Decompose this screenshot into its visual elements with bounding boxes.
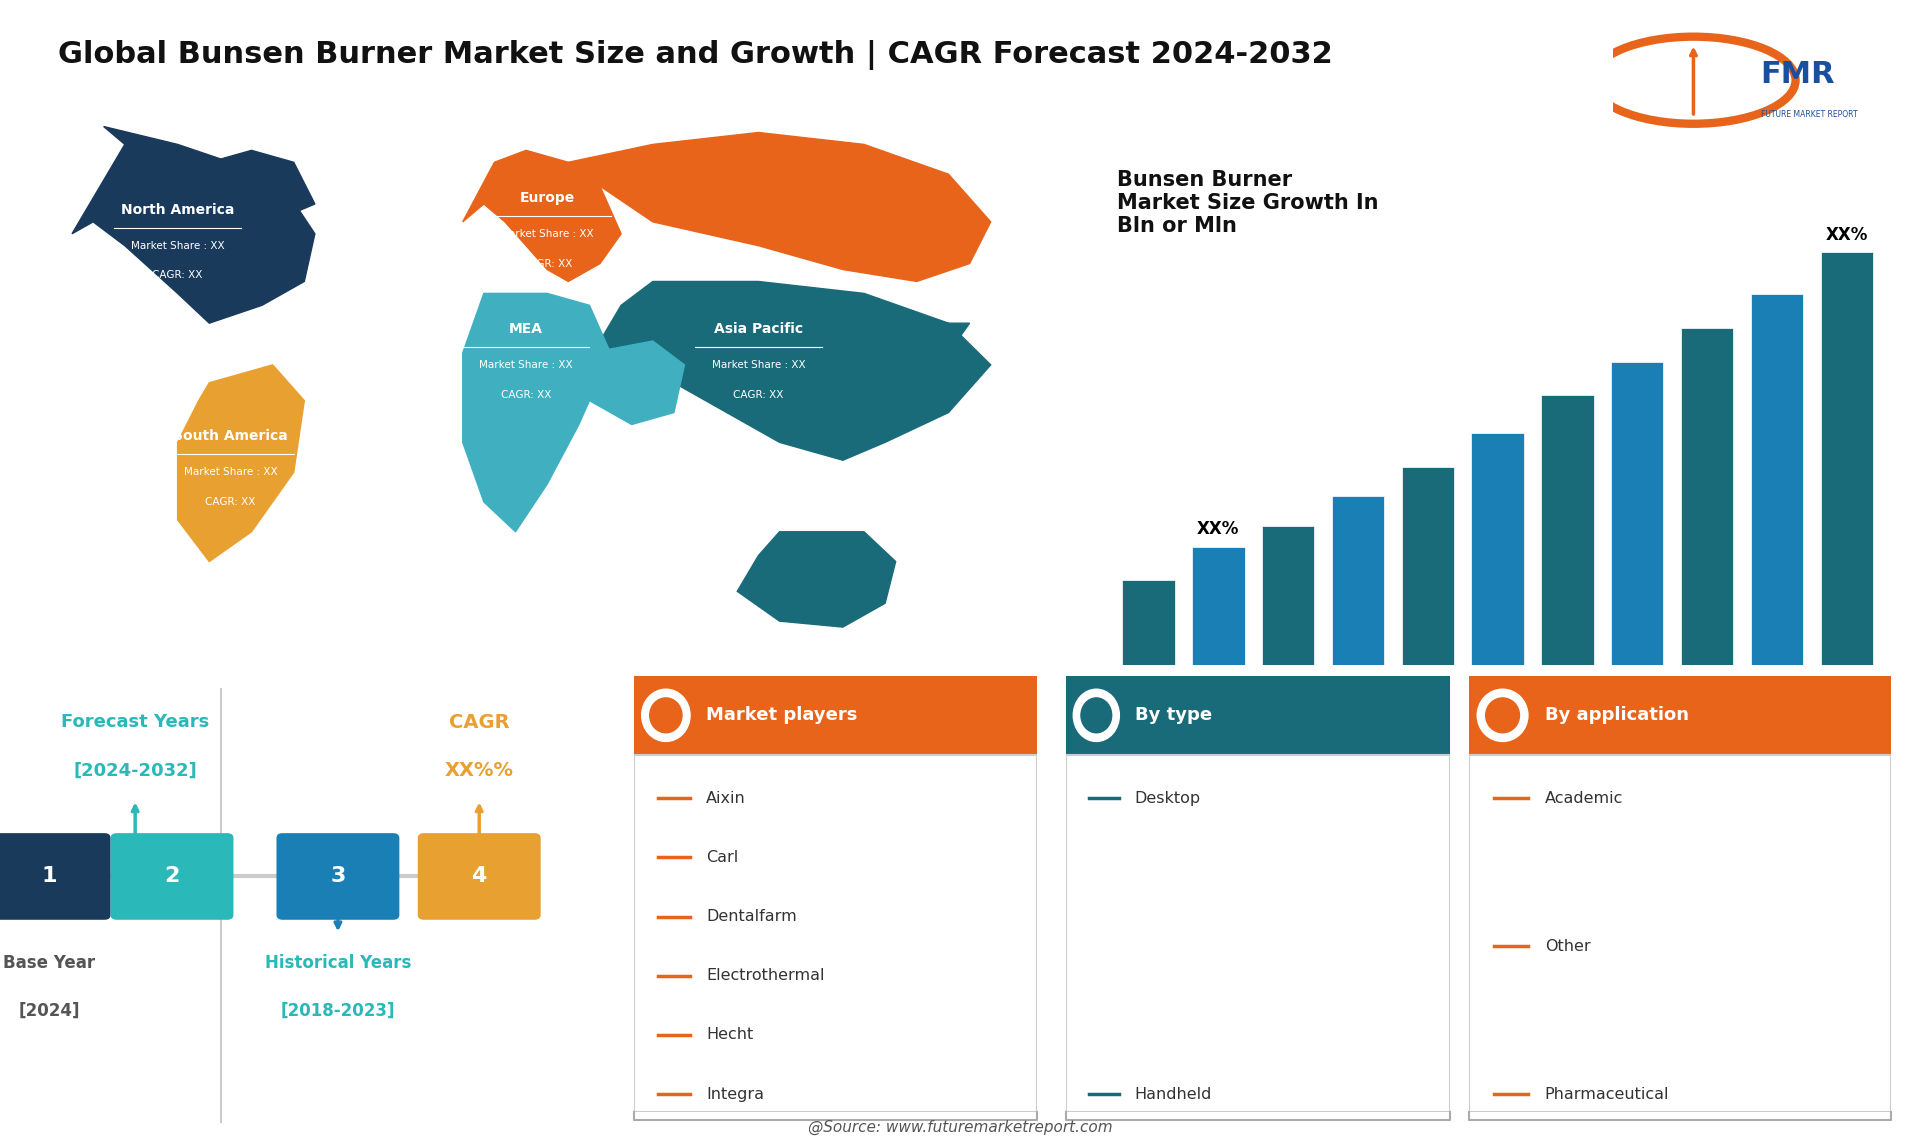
- Text: CAGR: CAGR: [449, 713, 509, 732]
- FancyBboxPatch shape: [111, 833, 234, 920]
- Text: Other: Other: [1546, 939, 1590, 953]
- Polygon shape: [200, 150, 315, 222]
- Text: [2018-2023]: [2018-2023]: [280, 1003, 396, 1020]
- Circle shape: [649, 698, 682, 732]
- FancyBboxPatch shape: [276, 833, 399, 920]
- Text: 2028: 2028: [1548, 685, 1586, 700]
- Text: Europe: Europe: [520, 191, 574, 205]
- Text: Asia Pacific: Asia Pacific: [714, 322, 803, 336]
- Circle shape: [1476, 689, 1528, 741]
- Text: CAGR: XX: CAGR: XX: [501, 390, 551, 400]
- Text: Handheld: Handheld: [1135, 1086, 1212, 1101]
- Text: Bunsen Burner
Market Size Growth In
Bln or Mln: Bunsen Burner Market Size Growth In Bln …: [1117, 170, 1379, 236]
- Bar: [1332, 496, 1384, 665]
- Text: 4: 4: [472, 866, 488, 887]
- Text: Market Share : XX: Market Share : XX: [131, 241, 225, 251]
- FancyBboxPatch shape: [1469, 754, 1891, 1112]
- Text: 2030: 2030: [1688, 685, 1726, 700]
- Bar: [1542, 395, 1594, 665]
- Text: 2022: 2022: [1129, 685, 1167, 700]
- Text: 2027: 2027: [1478, 685, 1517, 700]
- FancyBboxPatch shape: [634, 754, 1037, 1112]
- FancyBboxPatch shape: [630, 672, 1041, 759]
- Text: Market Share : XX: Market Share : XX: [184, 468, 276, 477]
- Text: Hecht: Hecht: [707, 1028, 753, 1043]
- Bar: [1820, 252, 1872, 665]
- Circle shape: [1073, 689, 1119, 741]
- Polygon shape: [568, 133, 991, 282]
- Text: Historical Years: Historical Years: [265, 955, 411, 972]
- Text: 2023: 2023: [1198, 685, 1238, 700]
- Bar: [1402, 466, 1453, 665]
- Text: FMR: FMR: [1761, 60, 1836, 89]
- Polygon shape: [927, 323, 970, 353]
- Text: Academic: Academic: [1546, 791, 1622, 806]
- Polygon shape: [601, 282, 991, 461]
- Text: South America: South America: [173, 430, 288, 444]
- Text: Global Bunsen Burner Market Size and Growth | CAGR Forecast 2024-2032: Global Bunsen Burner Market Size and Gro…: [58, 40, 1332, 70]
- Text: Dentalfarm: Dentalfarm: [707, 909, 797, 924]
- Text: Desktop: Desktop: [1135, 791, 1200, 806]
- Text: 2032: 2032: [1828, 685, 1866, 700]
- FancyBboxPatch shape: [1465, 672, 1895, 759]
- Text: MEA: MEA: [509, 322, 543, 336]
- Text: @Source: www.futuremarketreport.com: @Source: www.futuremarketreport.com: [808, 1120, 1112, 1135]
- Text: XX%%: XX%%: [445, 761, 515, 780]
- Text: 3: 3: [330, 866, 346, 887]
- Text: Market Share : XX: Market Share : XX: [712, 360, 804, 370]
- Polygon shape: [177, 364, 303, 562]
- FancyBboxPatch shape: [1066, 754, 1450, 1112]
- Text: By type: By type: [1135, 706, 1212, 724]
- FancyBboxPatch shape: [1062, 672, 1453, 759]
- Polygon shape: [73, 126, 315, 323]
- FancyBboxPatch shape: [0, 833, 111, 920]
- Bar: [1471, 433, 1524, 665]
- Text: North America: North America: [121, 203, 234, 217]
- Text: FUTURE MARKET REPORT: FUTURE MARKET REPORT: [1761, 110, 1857, 119]
- Text: CAGR: XX: CAGR: XX: [205, 497, 255, 507]
- Text: 2024: 2024: [1269, 685, 1308, 700]
- Text: Forecast Years: Forecast Years: [61, 714, 209, 731]
- Text: Integra: Integra: [707, 1086, 764, 1101]
- Text: CAGR: XX: CAGR: XX: [733, 390, 783, 400]
- Polygon shape: [463, 150, 622, 282]
- Text: CAGR: XX: CAGR: XX: [522, 259, 572, 268]
- Text: Aixin: Aixin: [707, 791, 747, 806]
- Text: 2029: 2029: [1619, 685, 1657, 700]
- Bar: [1261, 526, 1315, 665]
- Text: Base Year: Base Year: [4, 955, 96, 972]
- Bar: [1751, 295, 1803, 665]
- Text: Market players: Market players: [707, 706, 858, 724]
- Text: XX%: XX%: [1198, 520, 1240, 539]
- Bar: [1680, 328, 1734, 665]
- Polygon shape: [737, 532, 895, 627]
- Circle shape: [1486, 698, 1519, 732]
- Circle shape: [641, 689, 689, 741]
- Text: Market Share : XX: Market Share : XX: [501, 229, 593, 238]
- Text: [2024-2032]: [2024-2032]: [73, 762, 198, 779]
- FancyBboxPatch shape: [419, 833, 541, 920]
- Circle shape: [1081, 698, 1112, 732]
- Polygon shape: [568, 342, 684, 424]
- Text: 2: 2: [165, 866, 180, 887]
- Text: 1: 1: [42, 866, 58, 887]
- Text: 2025: 2025: [1338, 685, 1377, 700]
- Text: Carl: Carl: [707, 850, 739, 865]
- Text: By application: By application: [1546, 706, 1690, 724]
- Text: Electrothermal: Electrothermal: [707, 968, 826, 983]
- Bar: [1123, 581, 1175, 665]
- Text: CAGR: XX: CAGR: XX: [152, 270, 204, 281]
- Text: [2024]: [2024]: [19, 1003, 81, 1020]
- Text: XX%: XX%: [1826, 226, 1868, 244]
- Bar: [1611, 362, 1663, 665]
- Text: 2031: 2031: [1757, 685, 1797, 700]
- Text: 2026: 2026: [1409, 685, 1448, 700]
- Text: Pharmaceutical: Pharmaceutical: [1546, 1086, 1668, 1101]
- Polygon shape: [463, 293, 611, 532]
- Text: Market Share : XX: Market Share : XX: [480, 360, 572, 370]
- Bar: [1192, 547, 1244, 665]
